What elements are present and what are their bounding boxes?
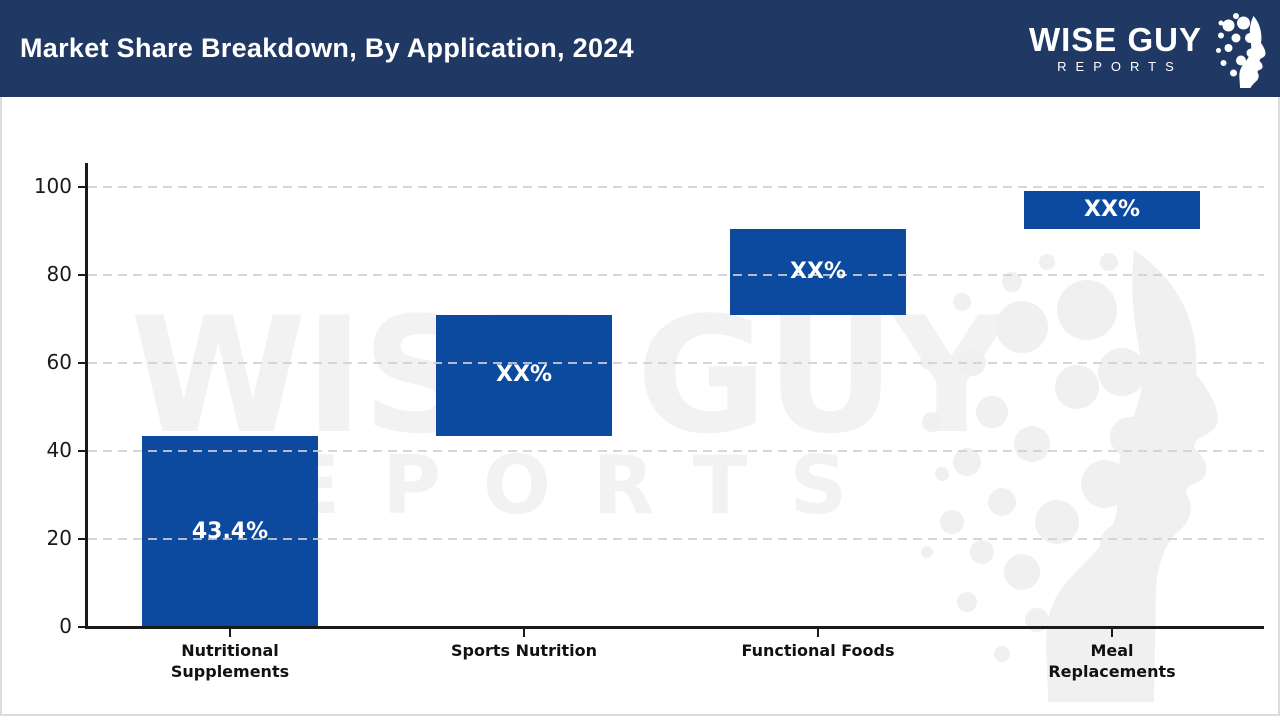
y-tick-mark (78, 362, 87, 364)
bar-value-label: XX% (1084, 196, 1140, 222)
category-label: Functional Foods (741, 641, 895, 660)
bar-value-label: 43.4% (191, 518, 269, 544)
y-tick-mark (78, 626, 87, 628)
y-tick-mark (78, 450, 87, 452)
y-tick-label: 0 (59, 614, 72, 638)
y-gridline (88, 186, 1264, 188)
y-gridline (88, 274, 1264, 276)
y-tick-label: 60 (46, 350, 72, 374)
x-tick-mark (1111, 628, 1113, 637)
logo-head-icon (1216, 13, 1266, 88)
bar-segment (142, 436, 318, 627)
wise-guy-logo: WISE GUY REPORTS (1029, 8, 1266, 88)
x-axis-line (85, 626, 1264, 629)
y-gridline (88, 538, 1264, 540)
y-tick-label: 100 (33, 174, 72, 198)
page-title: Market Share Breakdown, By Application, … (20, 33, 634, 63)
category-label: Sports Nutrition (451, 641, 597, 660)
y-tick-label: 40 (46, 438, 72, 462)
y-tick-mark (78, 186, 87, 188)
x-tick-mark (229, 628, 231, 637)
logo-reports: REPORTS (1057, 59, 1183, 75)
y-tick-label: 80 (46, 262, 72, 286)
logo-wordmark: WISE GUY (1028, 20, 1202, 58)
y-gridline (88, 362, 1264, 364)
x-tick-mark (817, 628, 819, 637)
bar-segment (1024, 190, 1200, 230)
bar-segment (730, 229, 906, 315)
y-tick-mark (78, 274, 87, 276)
category-label: Nutritional Supplements (170, 641, 290, 681)
bar-segment (436, 314, 612, 437)
logo-text: WISE GUY REPORTS (1028, 20, 1202, 75)
y-gridline (88, 450, 1264, 452)
frame-right-border (1278, 97, 1280, 716)
header-bar: Market Share Breakdown, By Application, … (0, 0, 1280, 97)
x-tick-mark (523, 628, 525, 637)
frame-left-border (0, 97, 2, 716)
bar-value-label: XX% (496, 362, 552, 388)
category-label: Meal Replacements (1048, 641, 1176, 681)
y-tick-mark (78, 538, 87, 540)
y-tick-label: 20 (46, 526, 72, 550)
frame-bottom-border (0, 714, 1280, 716)
bar-value-label: XX% (790, 258, 846, 284)
y-axis-line (85, 163, 88, 629)
